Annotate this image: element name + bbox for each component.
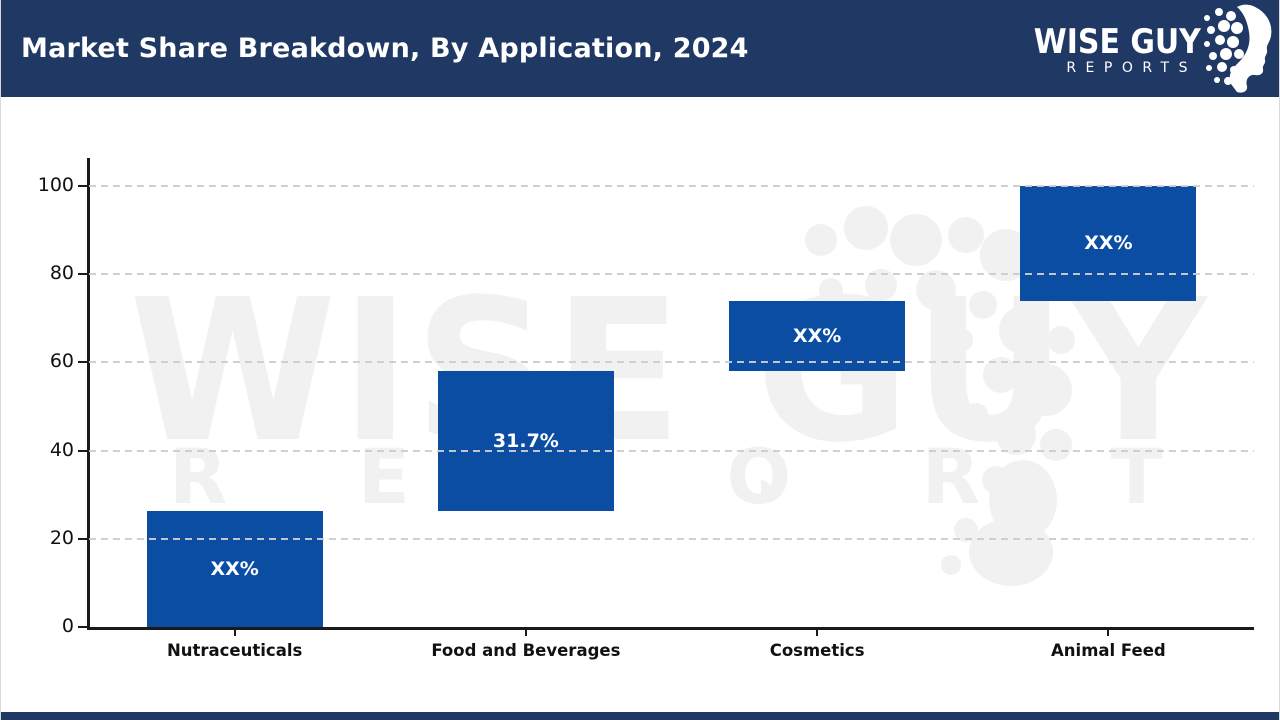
gridline xyxy=(89,185,1254,187)
x-category-label: Cosmetics xyxy=(769,641,865,660)
y-tick-mark xyxy=(78,537,87,540)
x-tick-mark xyxy=(816,627,819,636)
gridline xyxy=(89,361,1254,364)
y-tick-label: 80 xyxy=(49,262,74,285)
header-band: Market Share Breakdown, By Application, … xyxy=(1,0,1279,97)
logo-face-icon xyxy=(1204,4,1272,93)
y-tick-mark xyxy=(78,185,87,187)
logo-subtext: REPORTS xyxy=(1066,60,1197,76)
x-category-label: Animal Feed xyxy=(1051,641,1166,660)
y-axis-line xyxy=(87,158,90,629)
y-tick-mark xyxy=(78,626,87,628)
footer-band xyxy=(1,712,1279,720)
gridline xyxy=(89,449,1254,452)
waterfall-bar: 31.7% xyxy=(437,370,614,511)
gridline xyxy=(89,273,1254,276)
bar-value-label: XX% xyxy=(1084,232,1133,255)
x-category-label: Nutraceuticals xyxy=(166,641,303,660)
x-axis-line xyxy=(87,627,1254,630)
plot-area: 0 20 40 60 80 100 XX% Nutraceuticals 31.7% Food a… xyxy=(1,97,1279,712)
logo-wordmark: WISE GUY xyxy=(1033,22,1201,62)
bar-value-label: XX% xyxy=(210,557,259,580)
waterfall-bar: XX% xyxy=(146,510,323,627)
y-tick-mark xyxy=(78,449,87,452)
y-tick-label: 100 xyxy=(37,174,74,196)
waterfall-bar: XX% xyxy=(1020,186,1197,301)
bar-value-label: 31.7% xyxy=(492,429,559,452)
y-tick-label: 60 xyxy=(49,350,74,373)
wise-guy-reports-logo: WISE GUY REPORTS xyxy=(1021,0,1272,97)
y-tick-label: 40 xyxy=(49,438,74,461)
x-tick-mark xyxy=(1107,627,1110,636)
x-category-label: Food and Beverages xyxy=(431,641,621,660)
watermark-subtext: R E P O R T S xyxy=(169,432,1280,521)
y-tick-label: 0 xyxy=(61,615,74,637)
y-tick-label: 20 xyxy=(49,526,74,549)
y-tick-mark xyxy=(78,361,87,364)
x-tick-mark xyxy=(524,627,527,636)
x-tick-mark xyxy=(233,627,236,636)
gridline xyxy=(89,537,1254,540)
y-tick-mark xyxy=(78,273,87,276)
waterfall-bar: XX% xyxy=(729,300,906,371)
bar-value-label: XX% xyxy=(792,324,842,347)
chart-title: Market Share Breakdown, By Application, … xyxy=(21,33,749,64)
